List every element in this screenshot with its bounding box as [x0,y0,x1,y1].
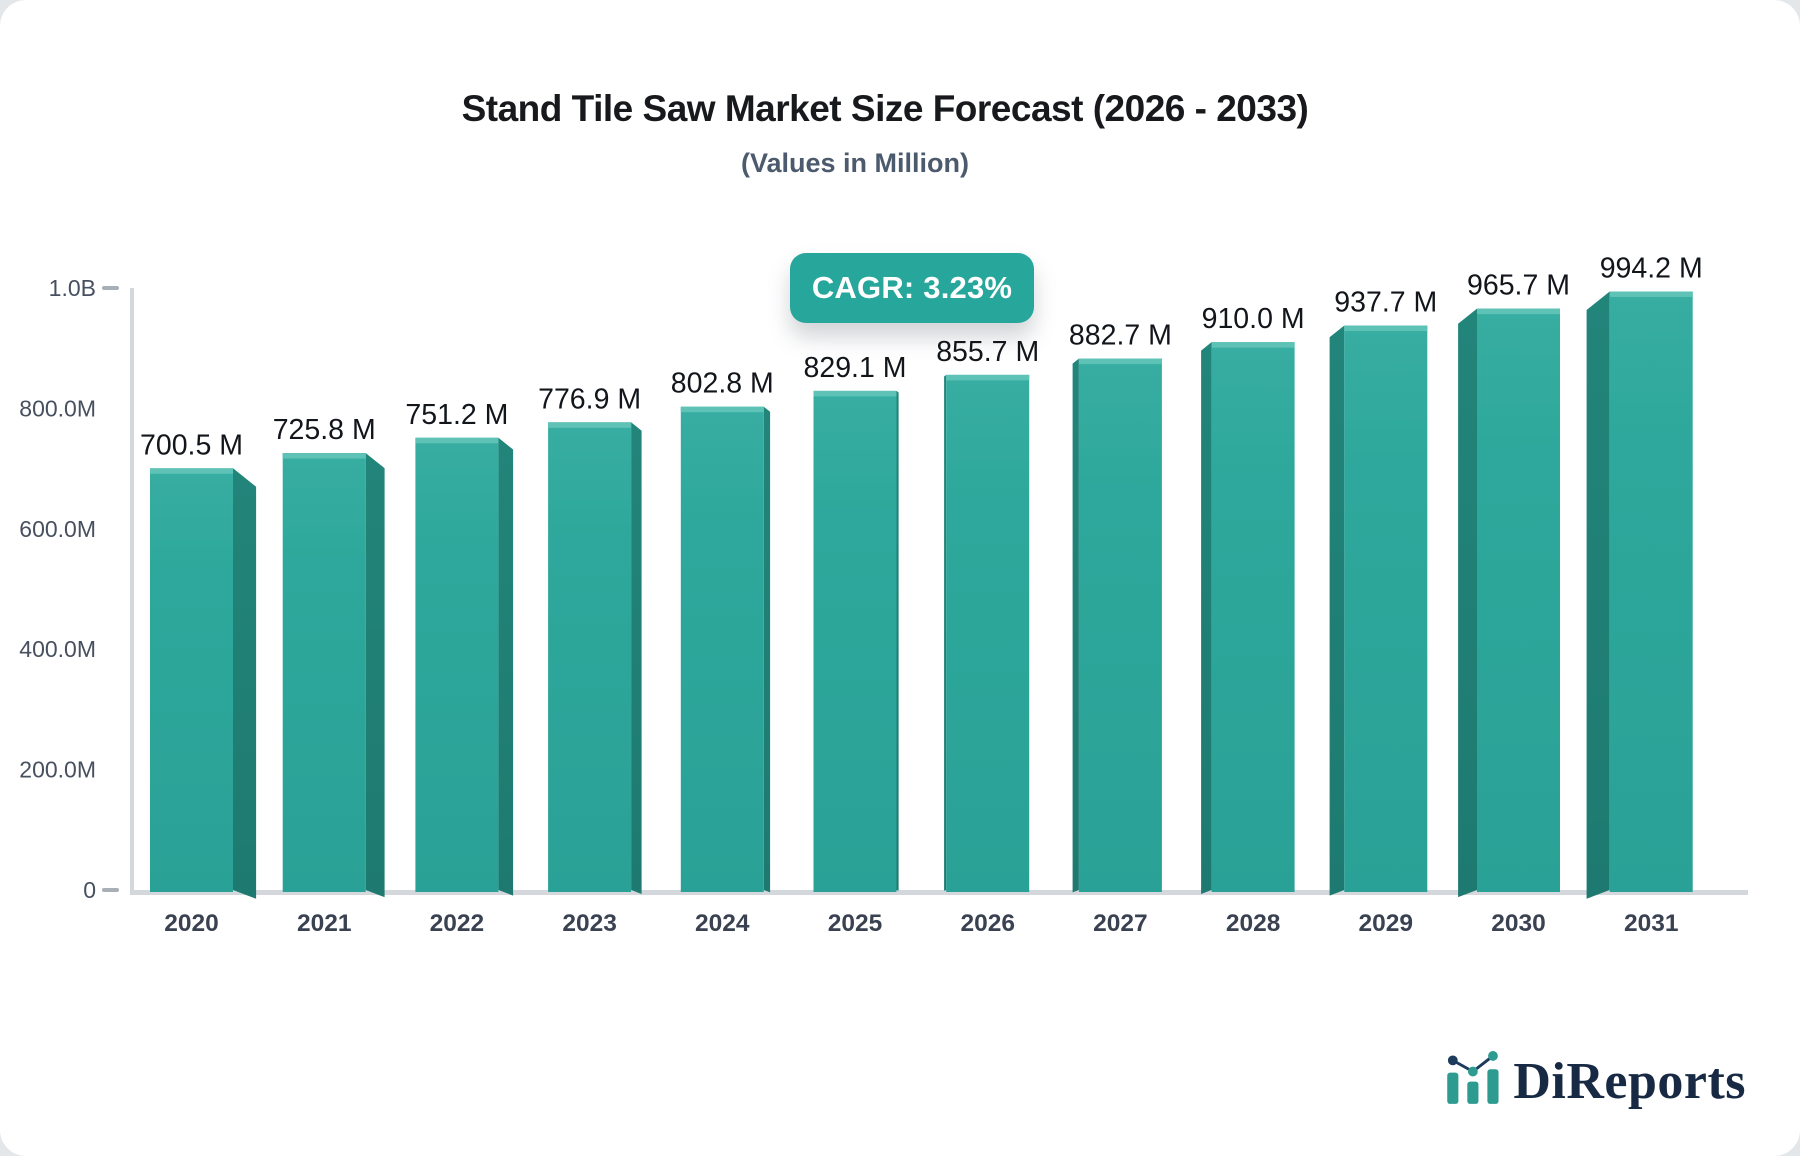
bar [1477,308,1560,893]
bar-side-face [1329,325,1345,896]
logo-bar [1447,1072,1459,1104]
chart-title: Stand Tile Saw Market Size Forecast (202… [461,88,1309,129]
x-axis-label: 2029 [1359,910,1414,937]
y-axis-label: 800.0M [19,395,96,421]
bar-value-label: 751.2 M [405,399,508,431]
bar-value-label: 882.7 M [1069,320,1172,352]
bar [1344,325,1428,892]
bar-side-face [1458,308,1477,898]
bar [1211,342,1295,892]
x-axis-label: 2025 [828,910,883,937]
y-axis-label: 600.0M [19,516,96,542]
bar-side-face [944,374,947,891]
bar-side-face [365,453,385,898]
logo-dot [1468,1066,1479,1077]
bar-side-face [631,422,642,894]
bar-value-label: 802.8 M [671,368,774,400]
bar-side-face [763,406,771,893]
x-axis-label: 2028 [1226,910,1281,937]
bar-value-label: 829.1 M [804,352,907,384]
bar-side-face [896,390,899,891]
logo-text: DiReports [1513,1053,1746,1111]
bar-top-highlight [282,453,366,459]
bar-value-label: 994.2 M [1600,252,1703,284]
bar [1078,358,1162,892]
x-axis-label: 2030 [1491,910,1546,937]
x-axis-label: 2027 [1093,910,1148,937]
y-axis-label: 1.0B [49,275,96,301]
bar-side-face [1201,342,1212,894]
bar-top-highlight [1344,325,1428,332]
logo-dot [1448,1055,1459,1066]
bar [282,453,366,892]
x-axis-label: 2026 [960,910,1015,937]
x-axis-label: 2023 [562,910,617,937]
bar-top-highlight [946,374,1030,381]
logo-bar [1467,1081,1479,1104]
direports-logo: DiReports [1445,1048,1746,1111]
bar-chart-logo-icon [1447,1051,1499,1104]
bar-top-highlight [1211,342,1295,348]
bar-value-label: 855.7 M [936,336,1039,368]
cagr-badge: CAGR: 3.23% [790,253,1034,323]
y-axis-label: 400.0M [19,636,96,662]
y-axis-label: 200.0M [19,757,96,783]
bar-side-face [1586,291,1610,899]
bar-top-highlight [1477,308,1560,315]
bar-side-face [498,437,514,896]
bar [1609,291,1693,893]
x-axis-label: 2020 [164,910,219,937]
y-axis-tick [102,888,119,892]
bar [150,468,233,892]
x-axis-label: 2022 [430,910,485,937]
y-axis-label: 0 [83,877,96,903]
bar-top-highlight [415,437,499,444]
bar-value-label: 725.8 M [273,414,376,446]
bar [946,374,1030,892]
logo-dot [1488,1051,1499,1061]
bar-top-highlight [1078,358,1162,365]
cagr-badge-label: CAGR: 3.23% [811,270,1013,305]
x-axis-label: 2021 [297,910,352,937]
bar [813,390,897,892]
bar-value-label: 965.7 M [1467,270,1570,302]
bar-value-label: 910.0 M [1202,303,1305,335]
bar-top-highlight [813,390,897,397]
bar-top-highlight [150,468,233,474]
bar-value-label: 700.5 M [140,429,243,461]
x-axis-line [130,890,1748,895]
bar-side-face [1072,358,1079,893]
bar-top-highlight [548,422,632,428]
bar [548,422,632,892]
bar-top-highlight [680,406,764,413]
y-axis-tick [102,286,119,290]
bar [415,437,499,892]
y-axis-line [130,288,134,895]
bar-top-highlight [1609,291,1693,297]
bar [680,406,764,892]
x-axis-label: 2024 [695,910,750,937]
x-axis-label: 2031 [1624,910,1679,937]
bar-value-label: 937.7 M [1334,287,1437,319]
chart-subtitle: (Values in Million) [740,148,970,178]
bar-side-face [233,468,257,899]
bar-value-label: 776.9 M [538,383,641,415]
logo-bar [1487,1069,1499,1104]
